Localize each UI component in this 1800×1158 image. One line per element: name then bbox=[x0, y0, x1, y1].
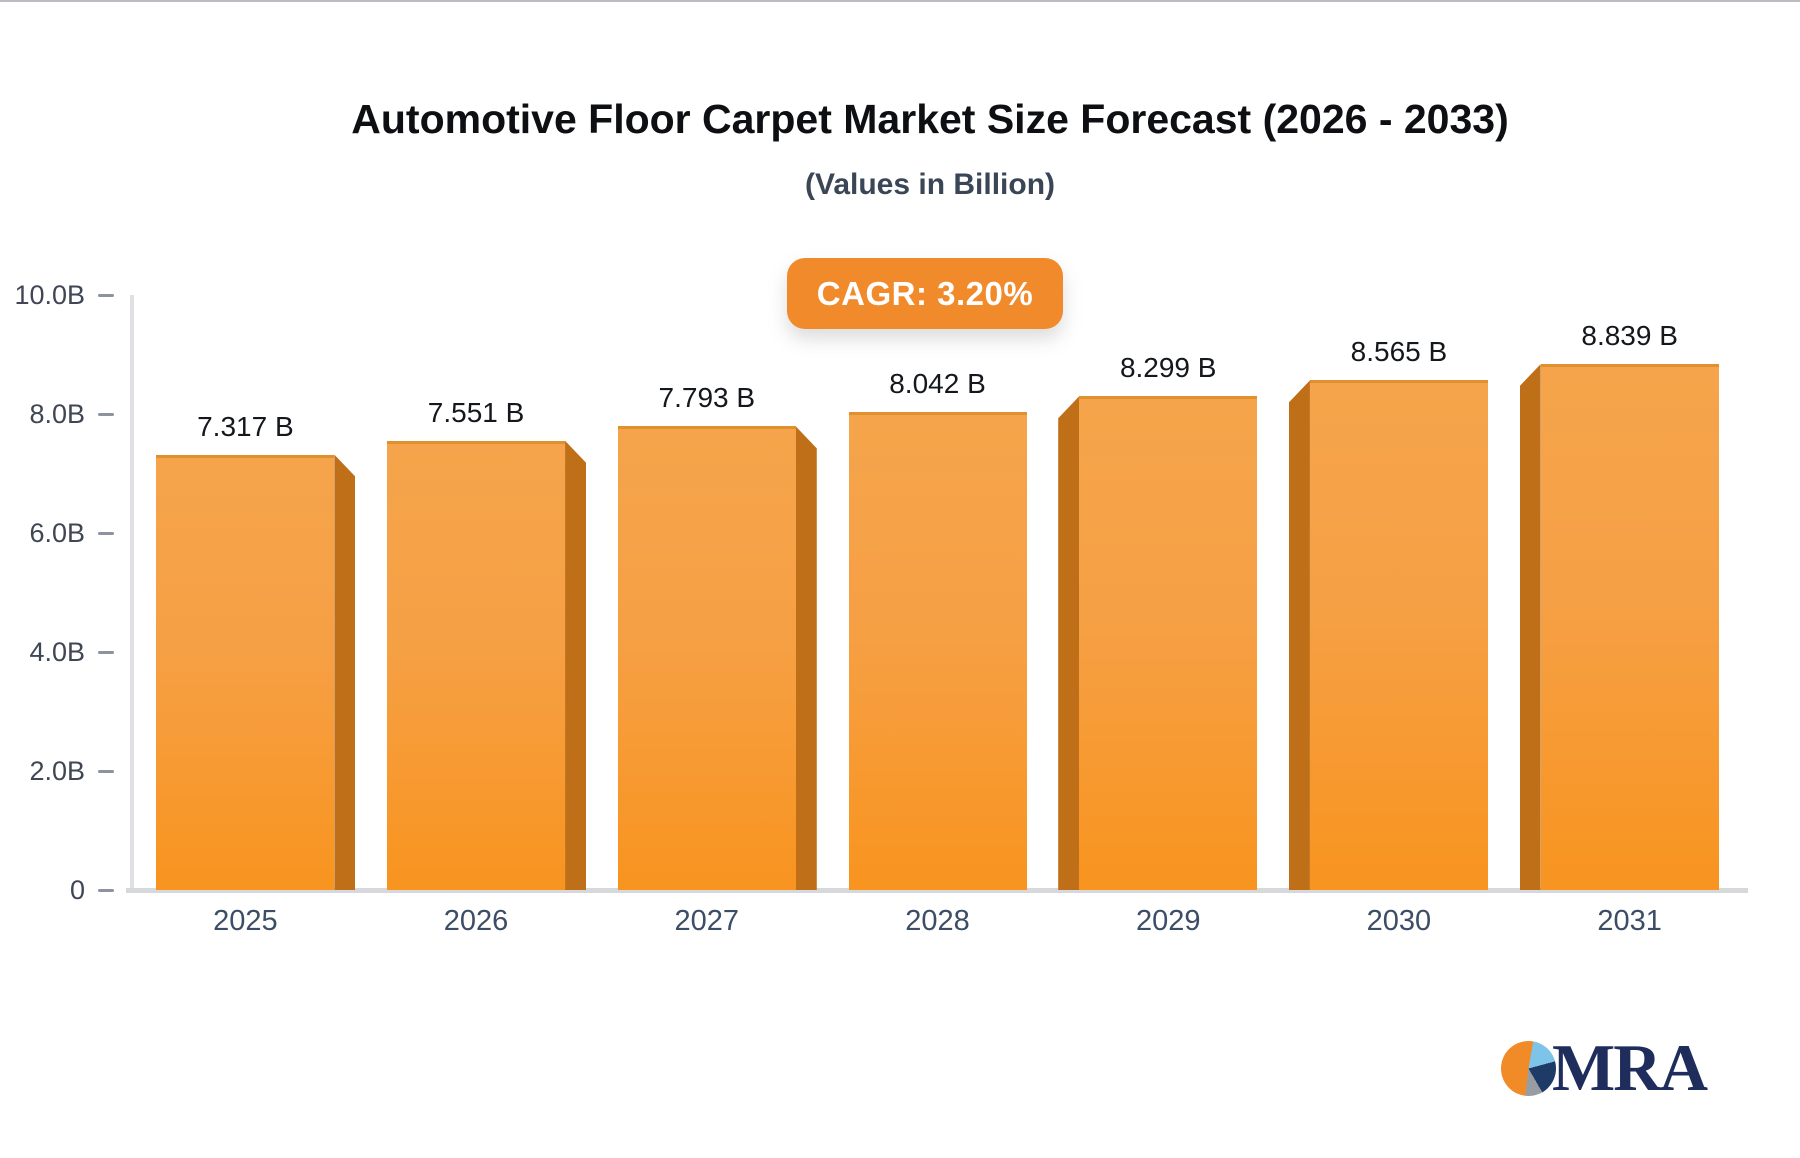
pie-chart-icon bbox=[1501, 1041, 1556, 1096]
brand-logo: MRA bbox=[1501, 1031, 1708, 1105]
x-axis-label-2027: 2027 bbox=[674, 905, 740, 937]
cagr-badge: CAGR: 3.20% bbox=[787, 258, 1063, 329]
bar-3d-side bbox=[795, 426, 817, 890]
y-tick-mark bbox=[98, 889, 114, 892]
y-tick-label: 2.0B bbox=[29, 756, 85, 786]
plot-area: 7.317 B 2025 7.551 B 2026 7.793 B 2027 8.042 B… bbox=[126, 295, 1748, 937]
brand-logo-text: MRA bbox=[1552, 1031, 1708, 1105]
bar-2028[interactable] bbox=[848, 411, 1027, 890]
bar-value-label: 7.793 B bbox=[658, 382, 756, 414]
bar-2031[interactable] bbox=[1540, 364, 1719, 890]
y-tick-mark bbox=[98, 532, 114, 535]
y-tick-label: 10.0B bbox=[14, 280, 85, 310]
x-axis-label-2029: 2029 bbox=[1135, 905, 1201, 937]
bar-value-label: 7.317 B bbox=[197, 410, 294, 442]
bar-2027[interactable] bbox=[617, 426, 796, 890]
bar-value-label: 7.551 B bbox=[427, 396, 525, 428]
bar-2026[interactable] bbox=[387, 440, 566, 890]
y-tick-mark bbox=[98, 294, 114, 297]
chart-title: Automotive Floor Carpet Market Size Fore… bbox=[351, 96, 1509, 142]
x-axis-label-2028: 2028 bbox=[905, 905, 970, 937]
chart-subtitle: (Values in Billion) bbox=[804, 168, 1056, 201]
y-tick-mark bbox=[98, 651, 114, 654]
y-axis-ticks: 0 2.0B 4.0B 6.0B 8.0B 10.0B bbox=[0, 281, 130, 904]
bar-value-label: 8.839 B bbox=[1581, 320, 1678, 352]
bar-3d-side bbox=[565, 440, 587, 890]
bar-2030[interactable] bbox=[1309, 380, 1488, 890]
y-tick-label: 0 bbox=[69, 875, 85, 905]
x-axis-label-2026: 2026 bbox=[443, 905, 509, 937]
y-tick-label: 6.0B bbox=[29, 518, 85, 548]
x-axis-label-2030: 2030 bbox=[1366, 905, 1432, 937]
cagr-badge-label: CAGR: 3.20% bbox=[816, 274, 1034, 312]
bar-3d-side bbox=[1058, 396, 1080, 890]
x-axis-label-2031: 2031 bbox=[1597, 905, 1662, 937]
bar-value-label: 8.299 B bbox=[1119, 352, 1217, 384]
y-tick-label: 4.0B bbox=[29, 637, 85, 667]
y-tick-mark bbox=[98, 770, 114, 773]
bar-3d-side bbox=[334, 454, 356, 890]
bar-value-label: 8.042 B bbox=[889, 367, 986, 399]
bar-value-label: 8.565 B bbox=[1350, 336, 1448, 368]
y-axis-line bbox=[130, 295, 134, 890]
bar-3d-side bbox=[1519, 364, 1541, 890]
bar-3d-side bbox=[1288, 380, 1310, 890]
y-tick-label: 8.0B bbox=[29, 399, 85, 429]
bar-2029[interactable] bbox=[1079, 396, 1258, 890]
x-axis-label-2025: 2025 bbox=[213, 905, 278, 937]
bar-2025[interactable] bbox=[156, 454, 335, 890]
x-axis-baseline bbox=[126, 888, 1748, 893]
y-tick-mark bbox=[98, 413, 114, 416]
